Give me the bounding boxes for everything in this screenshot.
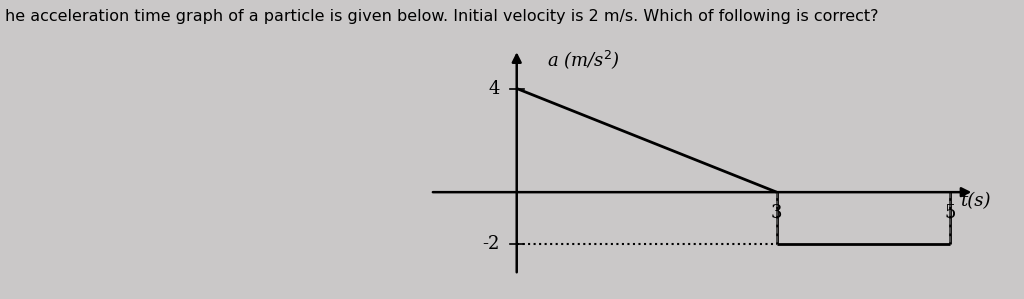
Text: t(s): t(s) bbox=[959, 192, 990, 210]
Text: a (m/s$^2$): a (m/s$^2$) bbox=[547, 48, 620, 71]
Text: 5: 5 bbox=[944, 204, 955, 222]
Text: 4: 4 bbox=[488, 80, 500, 97]
Text: he acceleration time graph of a particle is given below. Initial velocity is 2 m: he acceleration time graph of a particle… bbox=[5, 9, 879, 24]
Text: 3: 3 bbox=[771, 204, 782, 222]
Text: -2: -2 bbox=[482, 235, 500, 253]
